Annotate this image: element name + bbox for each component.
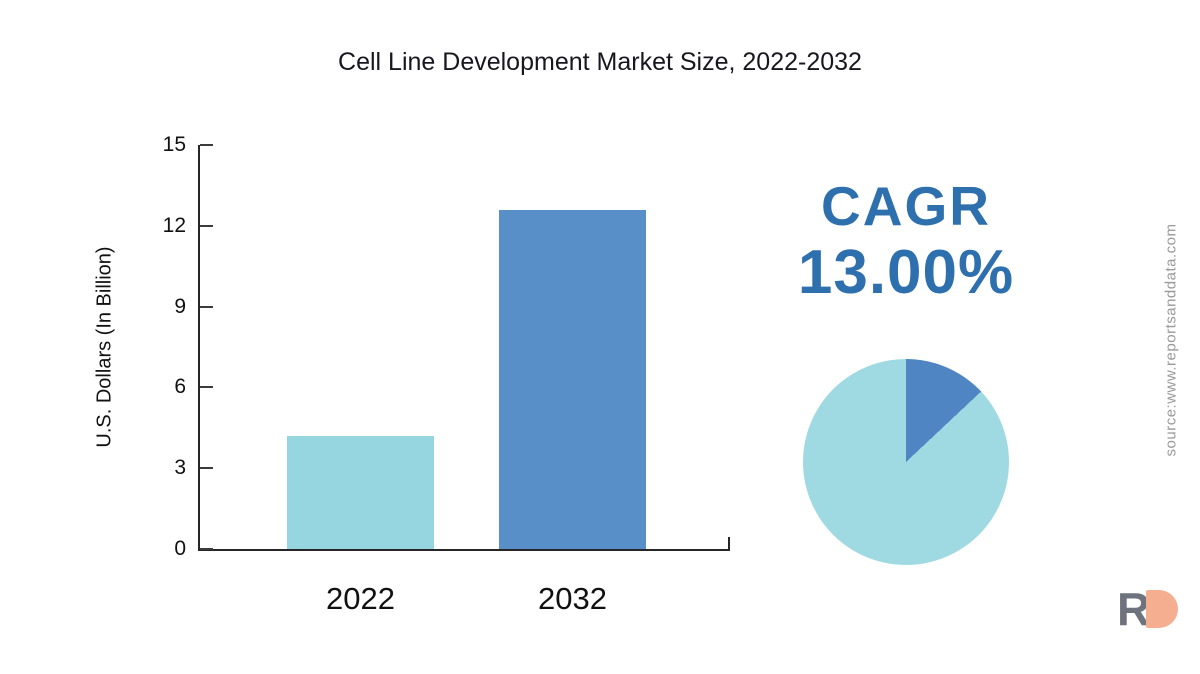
chart-title: Cell Line Development Market Size, 2022-… xyxy=(338,48,862,76)
y-tick-3 xyxy=(200,467,213,470)
logo-letter-r: R xyxy=(1117,583,1151,635)
cagr-value: 13.00% xyxy=(797,237,1015,307)
logo-d-shape-icon xyxy=(1146,590,1179,628)
y-axis-title: U.S. Dollars (In Billion) xyxy=(93,246,116,448)
bar-2032 xyxy=(499,209,646,549)
bar-chart-plot-area: 0 3 6 9 12 15 2022 2032 xyxy=(163,133,730,616)
y-tick-0 xyxy=(200,548,213,550)
x-label-2022: 2022 xyxy=(326,581,395,616)
x-axis-end-tick xyxy=(728,537,730,549)
cagr-label: CAGR xyxy=(821,175,991,237)
y-tick-label-12: 12 xyxy=(162,213,186,237)
reports-and-data-logo: R xyxy=(1117,583,1179,635)
y-tick-label-15: 15 xyxy=(162,133,186,156)
y-tick-label-3: 3 xyxy=(174,456,186,480)
y-tick-9 xyxy=(200,305,213,308)
source-watermark: source:www.reportsanddata.com xyxy=(1162,223,1180,457)
bar-2022 xyxy=(287,435,434,549)
y-tick-6 xyxy=(200,386,213,389)
cagr-block: CAGR 13.00% xyxy=(780,175,1032,307)
x-label-2032: 2032 xyxy=(538,581,607,616)
y-tick-label-6: 6 xyxy=(174,375,186,399)
y-tick-15 xyxy=(200,144,213,146)
pie-chart xyxy=(803,359,1009,565)
y-tick-12 xyxy=(200,224,213,227)
y-tick-label-9: 9 xyxy=(174,294,186,318)
y-tick-label-0: 0 xyxy=(174,537,186,560)
